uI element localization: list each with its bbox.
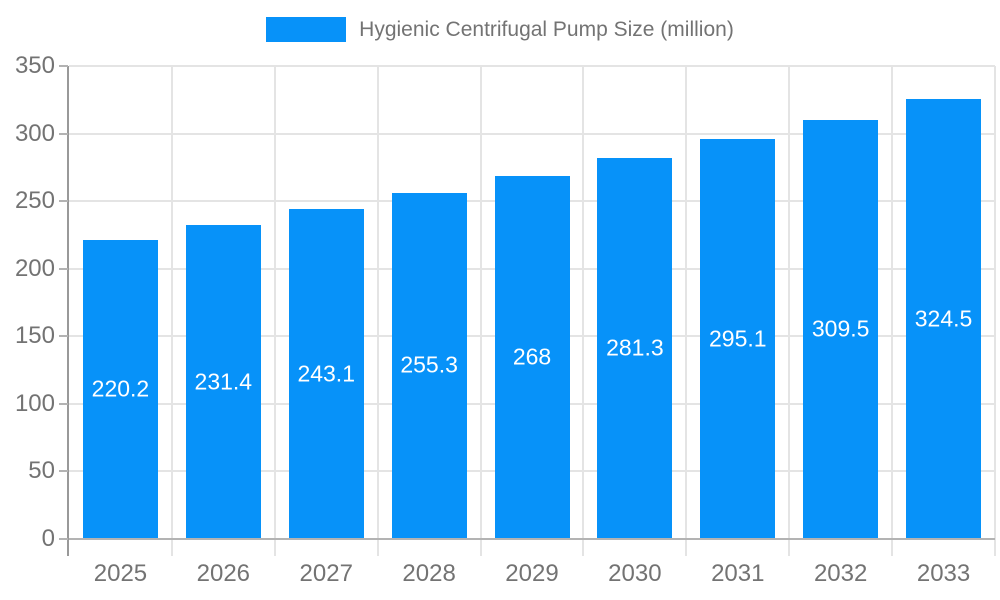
bar-2030[interactable]: 281.3: [597, 157, 673, 538]
x-tick-label: 2026: [196, 560, 251, 587]
y-tick-label: 200: [14, 254, 55, 282]
gridline-vertical: [170, 66, 173, 556]
y-tick-label: 300: [14, 119, 55, 147]
x-tick-label: 2028: [402, 560, 456, 587]
x-tick-label: 2032: [813, 560, 868, 587]
x-tick-label: 2030: [608, 560, 662, 587]
bar-2028[interactable]: 255.3: [391, 192, 467, 538]
gridline-horizontal: [69, 65, 995, 67]
y-axis-tick: [59, 65, 68, 67]
legend[interactable]: Hygienic Centrifugal Pump Size (million): [0, 17, 1000, 42]
bar-value-label: 268: [512, 343, 552, 370]
x-axis-baseline: [69, 538, 995, 540]
bar-2025[interactable]: 220.2: [82, 240, 158, 538]
y-axis-tick: [59, 267, 68, 270]
bar-value-label: 281.3: [606, 334, 664, 361]
legend-label: Hygienic Centrifugal Pump Size (million): [359, 17, 734, 41]
gridline-vertical: [479, 66, 482, 556]
y-tick-label: 100: [14, 389, 55, 417]
gridline-vertical: [376, 66, 379, 556]
x-tick-label: 2029: [505, 560, 559, 587]
bar-value-label: 243.1: [297, 360, 355, 387]
y-axis-tick: [59, 470, 68, 473]
gridline-vertical: [273, 66, 276, 556]
gridline-vertical: [685, 66, 688, 556]
y-tick-label: 250: [14, 187, 55, 215]
bar-value-label: 309.5: [811, 315, 870, 342]
y-tick-label: 0: [41, 525, 55, 552]
gridline-vertical: [788, 66, 791, 556]
x-tick-label: 2033: [916, 560, 971, 587]
y-tick-label: 150: [14, 322, 55, 350]
bar-2031[interactable]: 295.1: [700, 139, 776, 538]
bar-2026[interactable]: 231.4: [185, 225, 261, 538]
x-tick-label: 2031: [711, 560, 765, 587]
plot-area: 0 50 100 150 200 250 300 350 220.2 2025 231.4 2026 2…: [15, 54, 996, 587]
bar-2032[interactable]: 309.5: [803, 119, 879, 538]
y-axis-tick: [59, 402, 68, 405]
gridline-horizontal: [69, 132, 995, 135]
bar-2033[interactable]: 324.5: [906, 99, 982, 538]
y-tick-label: 50: [28, 457, 55, 485]
bar-value-label: 255.3: [400, 351, 458, 378]
x-tick-label: 2027: [299, 560, 353, 587]
y-axis-tick: [59, 538, 68, 540]
bar-value-label: 231.4: [194, 368, 253, 395]
bar-value-label: 295.1: [708, 325, 767, 352]
y-tick-label: 350: [14, 52, 55, 79]
y-axis-tick: [59, 335, 68, 338]
legend-swatch: [266, 17, 347, 42]
bar-2029[interactable]: 268: [494, 175, 570, 538]
gridline-vertical: [891, 66, 894, 556]
y-axis-line: [67, 66, 69, 556]
bar-value-label: 324.5: [914, 305, 973, 332]
y-axis-tick: [59, 200, 68, 203]
bar-value-label: 220.2: [91, 375, 150, 402]
y-axis-tick: [59, 132, 68, 135]
x-tick-label: 2025: [93, 560, 148, 587]
bar-2027[interactable]: 243.1: [288, 209, 364, 538]
gridline-vertical: [994, 66, 996, 556]
gridline-vertical: [582, 66, 585, 556]
